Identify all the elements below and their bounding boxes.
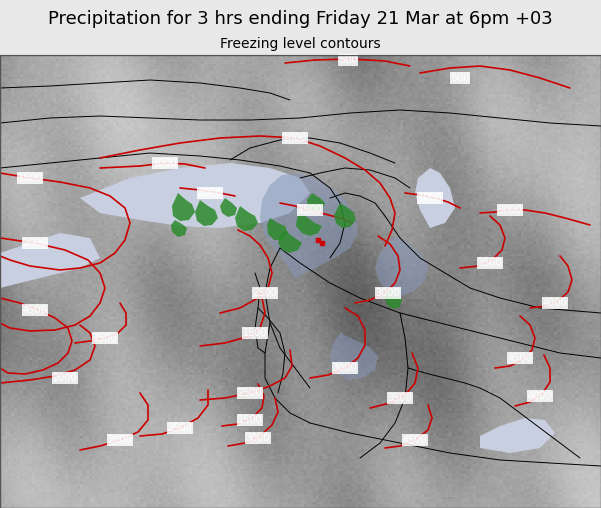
Text: 1000: 1000 xyxy=(198,188,222,198)
Text: 4000: 4000 xyxy=(543,298,567,308)
Text: 500: 500 xyxy=(339,55,357,65)
Text: Freezing level contours: Freezing level contours xyxy=(220,37,381,51)
Text: 3000: 3000 xyxy=(498,205,522,215)
Text: 4000: 4000 xyxy=(528,391,552,401)
Text: 3000: 3000 xyxy=(246,433,270,443)
Text: 1500: 1500 xyxy=(237,415,262,425)
Text: 3000: 3000 xyxy=(333,363,357,373)
Text: 3500: 3500 xyxy=(478,258,502,268)
Text: 4500: 4500 xyxy=(23,305,47,315)
Text: 1500: 1500 xyxy=(297,205,322,215)
Text: 2000: 2000 xyxy=(23,238,47,248)
Text: 1000: 1000 xyxy=(282,133,307,143)
Text: 3500: 3500 xyxy=(388,393,412,403)
Text: 500: 500 xyxy=(451,73,469,83)
Text: 4500: 4500 xyxy=(508,353,532,363)
Text: 2000: 2000 xyxy=(108,435,132,445)
Text: 1000: 1000 xyxy=(418,193,442,203)
Text: 2500: 2500 xyxy=(237,388,263,398)
Text: 1500: 1500 xyxy=(243,328,267,338)
Text: 2000: 2000 xyxy=(53,373,78,383)
Text: 3000: 3000 xyxy=(376,288,400,298)
Text: 2500: 2500 xyxy=(168,423,192,433)
Text: 4500: 4500 xyxy=(403,435,427,445)
Text: 1000: 1000 xyxy=(153,158,177,168)
Text: 1500: 1500 xyxy=(17,173,42,183)
Text: 2500: 2500 xyxy=(252,288,278,298)
Text: 1500: 1500 xyxy=(93,333,117,343)
Text: Precipitation for 3 hrs ending Friday 21 Mar at 6pm +03: Precipitation for 3 hrs ending Friday 21… xyxy=(48,10,553,28)
